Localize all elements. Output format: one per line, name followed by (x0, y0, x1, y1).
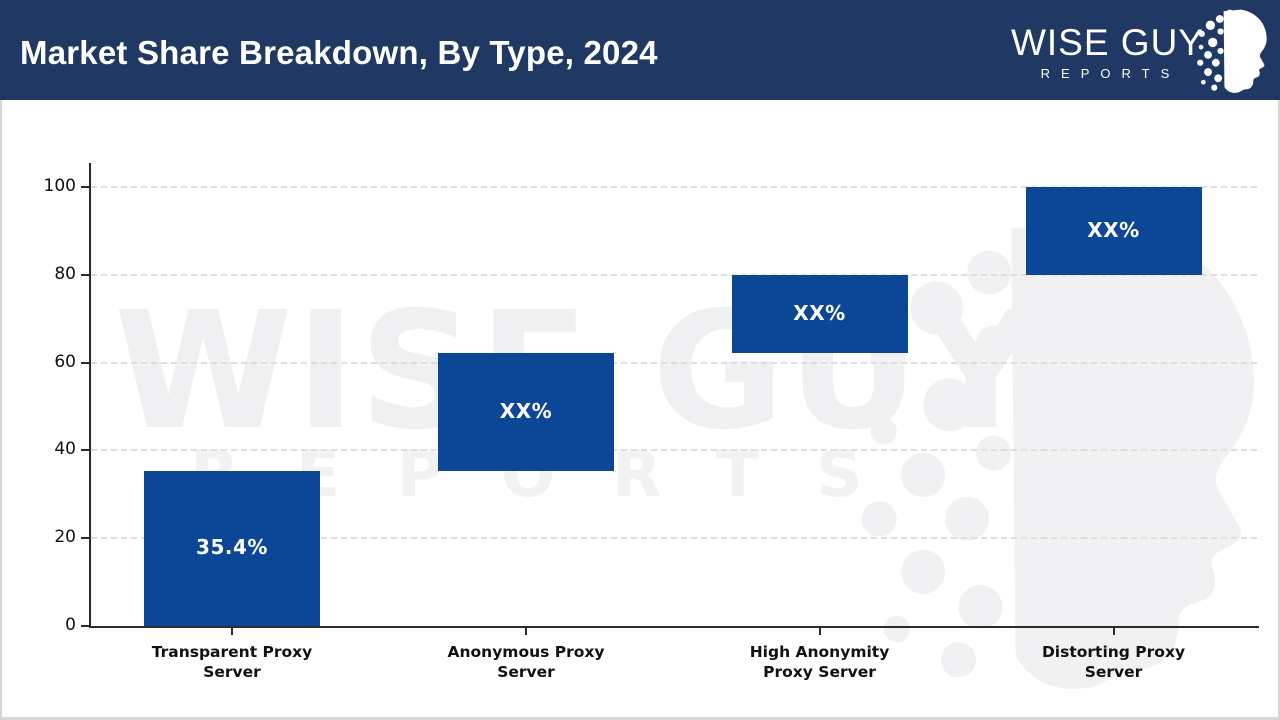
y-tick-label: 0 (65, 615, 76, 635)
y-tick-100 (81, 186, 89, 189)
logo-text: WISE GUY REPORTS (1011, 22, 1204, 81)
gridline-40 (91, 449, 1257, 452)
x-category-label: High Anonymity Proxy Server (690, 642, 950, 682)
gridline-80 (91, 273, 1257, 276)
bar-segment (731, 274, 908, 354)
x-category-line2: Server (1084, 663, 1143, 681)
y-tick-80 (81, 273, 89, 276)
y-tick-label: 40 (54, 439, 76, 460)
bar-value-label: XX% (499, 398, 553, 423)
y-tick-0 (81, 625, 89, 627)
chart-area: WISE GUY REPORTS 0 20 40 60 80 100 35.4% Transp… (0, 100, 1280, 720)
x-category-line1: Transparent Proxy (151, 643, 313, 661)
x-tick (231, 628, 233, 635)
y-tick-40 (81, 449, 89, 452)
bar-value-label: XX% (1087, 218, 1140, 243)
gridline-60 (91, 361, 1257, 364)
bar-value-label: XX% (793, 301, 846, 325)
x-axis-line (89, 626, 1259, 628)
plot: 0 20 40 60 80 100 35.4% Transparent Proxy Server… (2, 100, 1280, 720)
y-tick-label: 60 (54, 351, 76, 372)
bar-segment (1025, 187, 1202, 275)
y-tick-60 (81, 361, 89, 364)
bar-segment (438, 353, 614, 471)
header-banner: Market Share Breakdown, By Type, 2024 WI… (0, 0, 1280, 100)
chart-title: Market Share Breakdown, By Type, 2024 (20, 34, 658, 71)
x-tick (525, 628, 527, 635)
gridline-100 (91, 186, 1257, 189)
y-tick-label: 20 (54, 527, 76, 548)
x-category-label: Transparent Proxy Server (102, 642, 362, 682)
gridline-20 (91, 537, 1257, 540)
y-tick-label: 100 (43, 176, 76, 197)
logo-head-icon (1194, 8, 1272, 94)
y-tick-20 (81, 537, 89, 540)
x-category-label: Distorting Proxy Server (984, 642, 1244, 682)
bar-value-label: 35.4% (196, 535, 268, 560)
logo-brand-text: WISE GUY (1010, 22, 1204, 63)
x-category-label: Anonymous Proxy Server (396, 642, 656, 682)
y-tick-label: 80 (54, 263, 76, 284)
x-category-line2: Proxy Server (763, 663, 876, 681)
x-tick (818, 628, 821, 635)
x-category-line1: Anonymous Proxy (447, 643, 605, 661)
x-tick (1112, 628, 1115, 635)
x-category-line1: High Anonymity (749, 643, 890, 661)
x-category-line2: Server (497, 663, 555, 681)
x-category-line2: Server (203, 663, 261, 681)
y-axis-line (89, 163, 91, 628)
wise-guy-logo: WISE GUY REPORTS (1011, 4, 1272, 98)
bar-segment (144, 470, 320, 626)
logo-sub-text: REPORTS (1040, 66, 1181, 81)
x-category-line1: Distorting Proxy (1041, 643, 1186, 661)
